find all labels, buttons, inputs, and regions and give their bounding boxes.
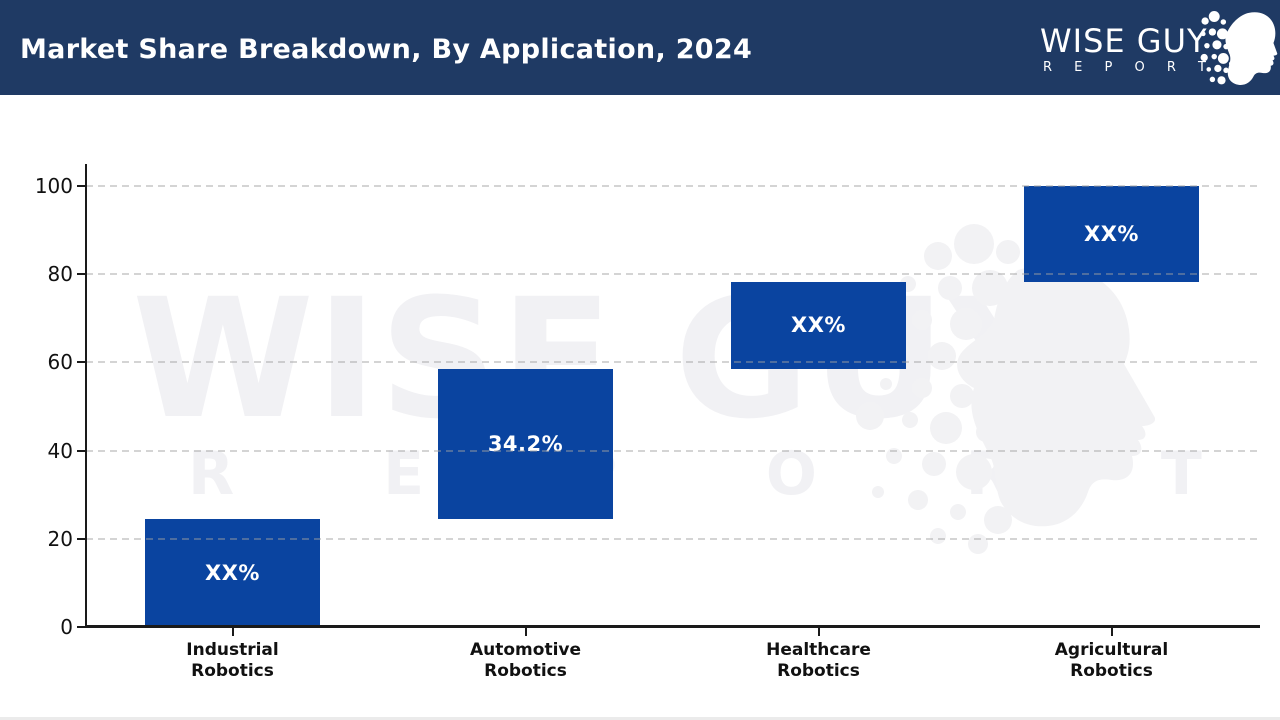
- y-tick-mark: [77, 449, 86, 452]
- bar-value-label: XX%: [1084, 222, 1139, 247]
- watermark-face-icon: [852, 224, 1156, 554]
- gridline: [86, 449, 1258, 452]
- y-tick-label: 80: [47, 262, 73, 287]
- logo-reports-text: R E P O R T S: [1043, 60, 1246, 75]
- gridline: [86, 273, 1258, 276]
- bar: XX%: [730, 282, 907, 369]
- y-tick-label: 0: [60, 615, 73, 639]
- x-tick-mark: [1110, 628, 1113, 636]
- y-tick-label: 60: [47, 350, 73, 375]
- bar: XX%: [144, 519, 321, 627]
- bar: XX%: [1023, 186, 1200, 283]
- gridline: [86, 361, 1258, 364]
- x-tick-mark: [817, 628, 820, 636]
- bar-value-label: XX%: [791, 313, 846, 338]
- x-category-label: Healthcare Robotics: [766, 640, 871, 681]
- y-tick-label: 100: [34, 174, 73, 199]
- y-tick-mark: [77, 361, 86, 364]
- bar-value-label: XX%: [205, 561, 260, 586]
- y-tick-label: 40: [47, 438, 73, 463]
- y-axis-spine: [85, 164, 87, 628]
- bar-value-label: 34.2%: [487, 431, 564, 456]
- logo-brand-text: WISE GUY: [1040, 22, 1208, 60]
- gridline: [86, 185, 1258, 188]
- x-tick-mark: [231, 628, 234, 636]
- gridline: [86, 537, 1258, 540]
- x-tick-mark: [524, 628, 527, 636]
- y-tick-mark: [77, 537, 86, 540]
- bar: 34.2%: [437, 368, 614, 520]
- x-category-label: Industrial Robotics: [186, 640, 279, 681]
- face-profile-dots-icon: [1200, 11, 1278, 85]
- x-category-label: Agricultural Robotics: [1054, 640, 1169, 681]
- header-bar: Market Share Breakdown, By Application, …: [0, 0, 1280, 95]
- y-tick-mark: [77, 626, 86, 628]
- y-tick-mark: [77, 185, 86, 188]
- x-category-label: Automotive Robotics: [469, 640, 582, 681]
- x-axis-spine: [85, 625, 1260, 628]
- chart-title: Market Share Breakdown, By Application, …: [20, 34, 753, 65]
- y-tick-label: 20: [47, 526, 73, 551]
- y-tick-mark: [77, 273, 86, 276]
- bottom-strip: [0, 717, 1280, 720]
